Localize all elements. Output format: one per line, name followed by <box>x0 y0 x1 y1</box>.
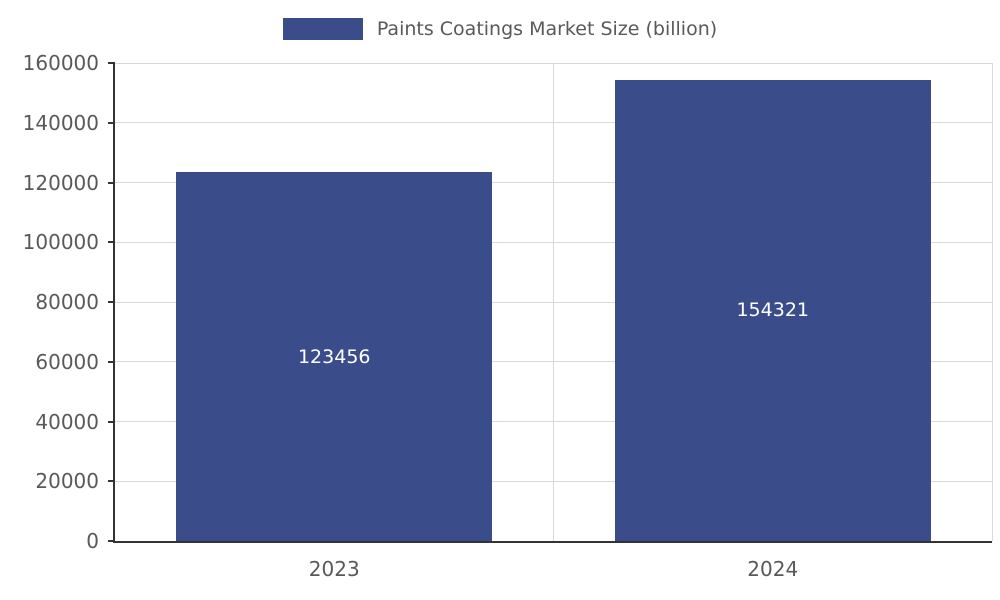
x-tick-label: 2023 <box>308 557 360 581</box>
plot-area: 0 20000 40000 60000 80000 100000 120000 140000 1… <box>23 53 993 581</box>
y-tick-mark <box>108 241 115 244</box>
y-tick-mark <box>108 360 115 363</box>
y-tick-label: 40000 <box>35 409 99 434</box>
y-tick-mark <box>108 540 115 542</box>
y-tick-mark <box>108 420 115 423</box>
x-gridline <box>991 63 993 541</box>
y-tick-mark <box>108 181 115 184</box>
chart-title: Paints Coatings Market Size (billion) <box>376 18 718 40</box>
y-tick-mark <box>108 121 115 124</box>
y-tick-label: 80000 <box>35 290 99 314</box>
y-tick-mark <box>108 480 115 483</box>
y-tick-mark <box>108 301 115 303</box>
y-tick-label: 60000 <box>35 349 99 374</box>
y-tick-label: 100000 <box>22 230 99 255</box>
y-tick-label: 160000 <box>22 51 99 75</box>
x-tick-label: 2024 <box>747 557 799 581</box>
bar-value-label: 154321 <box>736 299 809 322</box>
y-tick-mark <box>108 62 115 64</box>
legend-swatch <box>282 18 363 40</box>
y-tick-label: 20000 <box>35 469 99 494</box>
y-tick-label: 0 <box>86 529 99 553</box>
y-tick-label: 120000 <box>22 170 99 195</box>
y-tick-label: 140000 <box>22 110 99 135</box>
chart-legend: Paints Coatings Market Size (billion) <box>0 18 1000 40</box>
bar-2024: 154321 <box>614 79 931 541</box>
x-gridline <box>553 63 554 541</box>
bar-value-label: 123456 <box>297 345 371 368</box>
bar-2023: 123456 <box>176 172 493 541</box>
